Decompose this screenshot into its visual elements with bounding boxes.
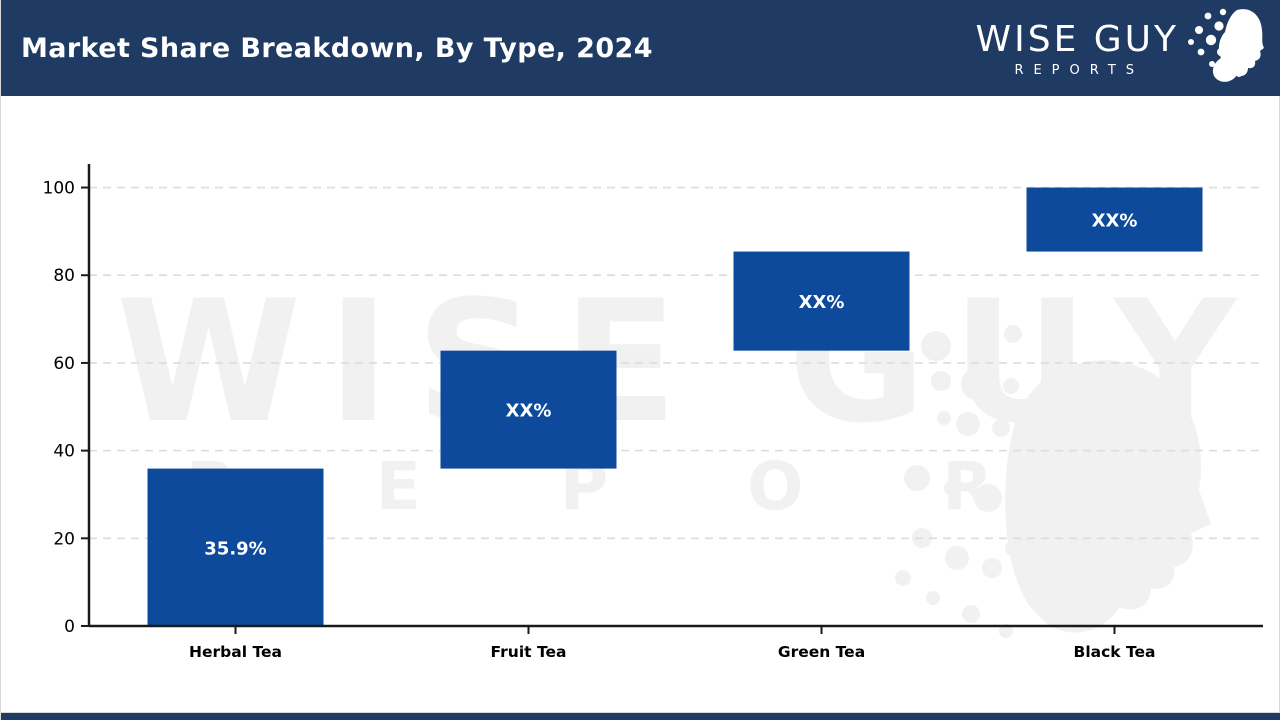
y-tick-label: 20 [53,529,75,549]
bar-herbal-tea [147,468,324,626]
x-category-label: Green Tea [778,643,865,661]
footer-accent-bar [1,713,1280,720]
bar-green-tea [733,251,910,351]
logo-text: WISE GUY REPORTS [975,19,1180,79]
bar-value-label: XX% [799,292,845,313]
bar-value-label: XX% [506,401,552,422]
logo-wordmark: WISE GUY [975,19,1179,60]
bar-fruit-tea [440,350,617,469]
y-tick-label: 100 [43,179,75,199]
page-border-line [1,712,1280,713]
x-category-label: Herbal Tea [189,643,282,661]
x-category-label: Fruit Tea [491,643,567,661]
y-tick-label: 0 [64,617,75,637]
waterfall-chart: 35.9% XX% XX% XX% 0 20 40 60 80 100 Herbal Tea Frui… [43,164,1263,661]
chart-title: Market Share Breakdown, By Type, 2024 [21,32,653,64]
bar-black-tea [1026,187,1203,252]
bar-value-label: 35.9% [204,538,266,559]
y-tick-label: 40 [53,442,75,462]
header-bar: Market Share Breakdown, By Type, 2024 WI… [1,0,1280,96]
y-tick-label: 80 [53,266,75,286]
logo-face-icon [1181,4,1267,92]
y-tick-label: 60 [53,354,75,374]
bar-value-label: XX% [1092,211,1138,232]
x-category-label: Black Tea [1074,643,1156,661]
logo-subtitle: REPORTS [1014,63,1145,78]
chart-area: WISE GUY R E P O R T S 35. [1,96,1280,713]
wiseguy-logo: WISE GUY REPORTS [976,4,1268,92]
